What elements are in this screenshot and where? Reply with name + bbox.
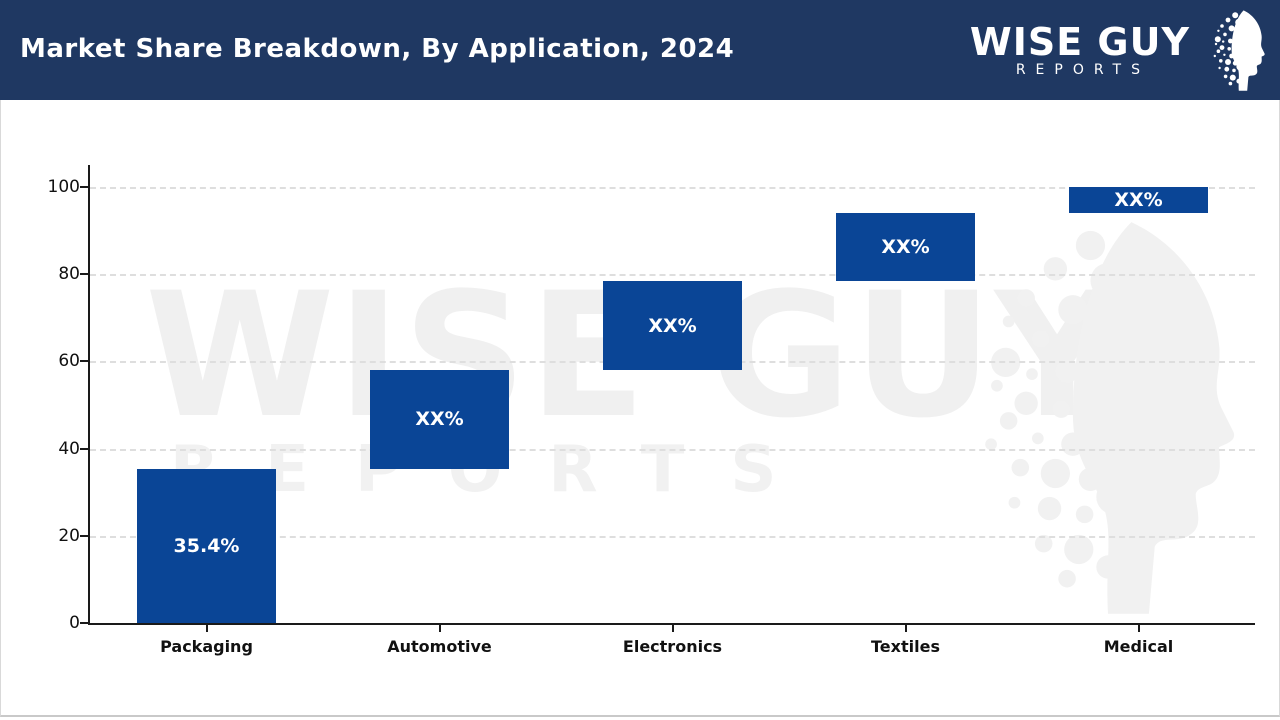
bar-value-label-textiles: XX% <box>881 236 930 259</box>
y-axis-tick-40 <box>80 447 88 450</box>
y-axis-label-0: 0 <box>69 613 80 633</box>
x-axis-tick-automotive <box>438 625 441 632</box>
y-axis-tick-0 <box>80 622 88 624</box>
brand-logo: WISE GUY REPORTS <box>970 4 1270 96</box>
y-axis-tick-20 <box>80 534 88 537</box>
bar-textiles[interactable]: XX% <box>835 213 976 282</box>
x-axis-label-electronics: Electronics <box>622 637 723 656</box>
x-axis-label-automotive: Automotive <box>387 637 492 656</box>
bar-electronics[interactable]: XX% <box>602 281 743 370</box>
y-axis-tick-80 <box>80 273 88 276</box>
dotted-head-icon <box>1213 10 1265 91</box>
bar-packaging[interactable]: 35.4% <box>136 468 277 623</box>
bar-value-label-packaging: 35.4% <box>173 534 240 557</box>
x-axis-tick-electronics <box>671 625 674 632</box>
bar-value-label-electronics: XX% <box>648 314 697 337</box>
gridline-20 <box>90 535 1255 538</box>
x-axis-label-textiles: Textiles <box>871 637 940 656</box>
x-axis-tick-medical <box>1137 625 1140 632</box>
gridline-40 <box>90 448 1255 451</box>
brand-subname: REPORTS <box>1015 62 1150 78</box>
gridline-80 <box>90 274 1255 277</box>
x-axis-tick-textiles <box>904 625 907 632</box>
x-axis-tick-packaging <box>205 625 208 632</box>
x-axis-label-medical: Medical <box>1103 637 1174 656</box>
y-axis-label-20: 20 <box>58 525 80 546</box>
y-axis-label-80: 80 <box>58 264 80 285</box>
y-axis-label-40: 40 <box>58 438 80 459</box>
y-axis-label-100: 100 <box>47 176 80 197</box>
bar-automotive[interactable]: XX% <box>369 370 510 469</box>
y-axis-label-60: 60 <box>58 351 80 372</box>
y-axis-tick-60 <box>80 360 88 363</box>
page-title: Market Share Breakdown, By Application, … <box>20 34 735 64</box>
header-bar: Market Share Breakdown, By Application, … <box>0 0 1280 100</box>
y-axis-tick-100 <box>80 185 88 188</box>
bar-medical[interactable]: XX% <box>1068 186 1209 214</box>
brand-name: WISE GUY <box>969 20 1190 64</box>
x-axis-label-packaging: Packaging <box>160 637 253 656</box>
gridline-100 <box>90 186 1255 189</box>
plot-area: 0 20 40 60 80 100 35.4% Packaging XX% Automotive X… <box>48 165 1255 656</box>
bar-value-label-medical: XX% <box>1114 189 1163 212</box>
brand-logo-text: WISE GUY REPORTS <box>970 23 1190 77</box>
bar-value-label-automotive: XX% <box>415 408 464 431</box>
